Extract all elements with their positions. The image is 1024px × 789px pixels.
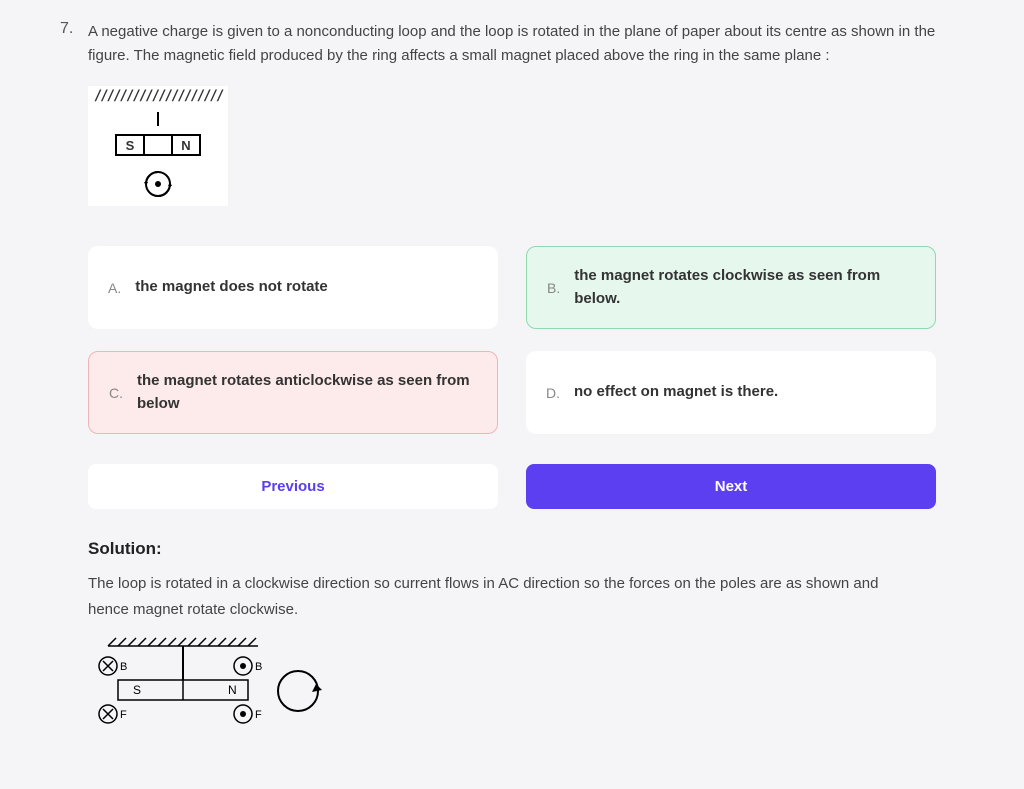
next-button[interactable]: Next — [526, 464, 936, 509]
option-c[interactable]: C. the magnet rotates anticlockwise as s… — [88, 351, 498, 434]
ceiling-hatch: //////////////////// — [94, 88, 223, 104]
previous-button[interactable]: Previous — [88, 464, 498, 509]
svg-text:B: B — [255, 661, 262, 673]
option-text: the magnet rotates anticlockwise as seen… — [137, 370, 477, 415]
option-d[interactable]: D. no effect on magnet is there. — [526, 351, 936, 434]
option-label: D. — [546, 385, 560, 401]
magnet-south: S — [117, 136, 145, 154]
question-block: 7. A negative charge is given to a nonco… — [60, 20, 964, 68]
magnet-north: N — [173, 136, 199, 154]
svg-text:S: S — [133, 683, 141, 697]
solution-heading: Solution: — [88, 539, 964, 559]
rotating-loop-icon — [138, 164, 178, 204]
question-text: A negative charge is given to a noncondu… — [88, 20, 964, 68]
solution-figure: S N B F B F — [88, 636, 348, 731]
option-label: A. — [108, 280, 121, 296]
question-figure: //////////////////// S N — [88, 86, 228, 206]
bar-magnet: S N — [115, 134, 201, 156]
svg-text:F: F — [255, 709, 262, 721]
options-grid: A. the magnet does not rotate B. the mag… — [88, 246, 936, 434]
option-label: B. — [547, 280, 560, 296]
option-a[interactable]: A. the magnet does not rotate — [88, 246, 498, 329]
option-b[interactable]: B. the magnet rotates clockwise as seen … — [526, 246, 936, 329]
magnet-middle — [145, 136, 173, 154]
option-text: no effect on magnet is there. — [574, 381, 778, 404]
option-text: the magnet rotates clockwise as seen fro… — [574, 265, 915, 310]
solution-text: The loop is rotated in a clockwise direc… — [88, 571, 904, 622]
option-text: the magnet does not rotate — [135, 276, 328, 299]
svg-text:B: B — [120, 661, 127, 673]
option-label: C. — [109, 385, 123, 401]
nav-buttons: Previous Next — [88, 464, 936, 509]
svg-text:N: N — [228, 683, 237, 697]
question-number: 7. — [60, 20, 78, 68]
string-icon — [115, 112, 201, 126]
svg-text:F: F — [120, 709, 127, 721]
